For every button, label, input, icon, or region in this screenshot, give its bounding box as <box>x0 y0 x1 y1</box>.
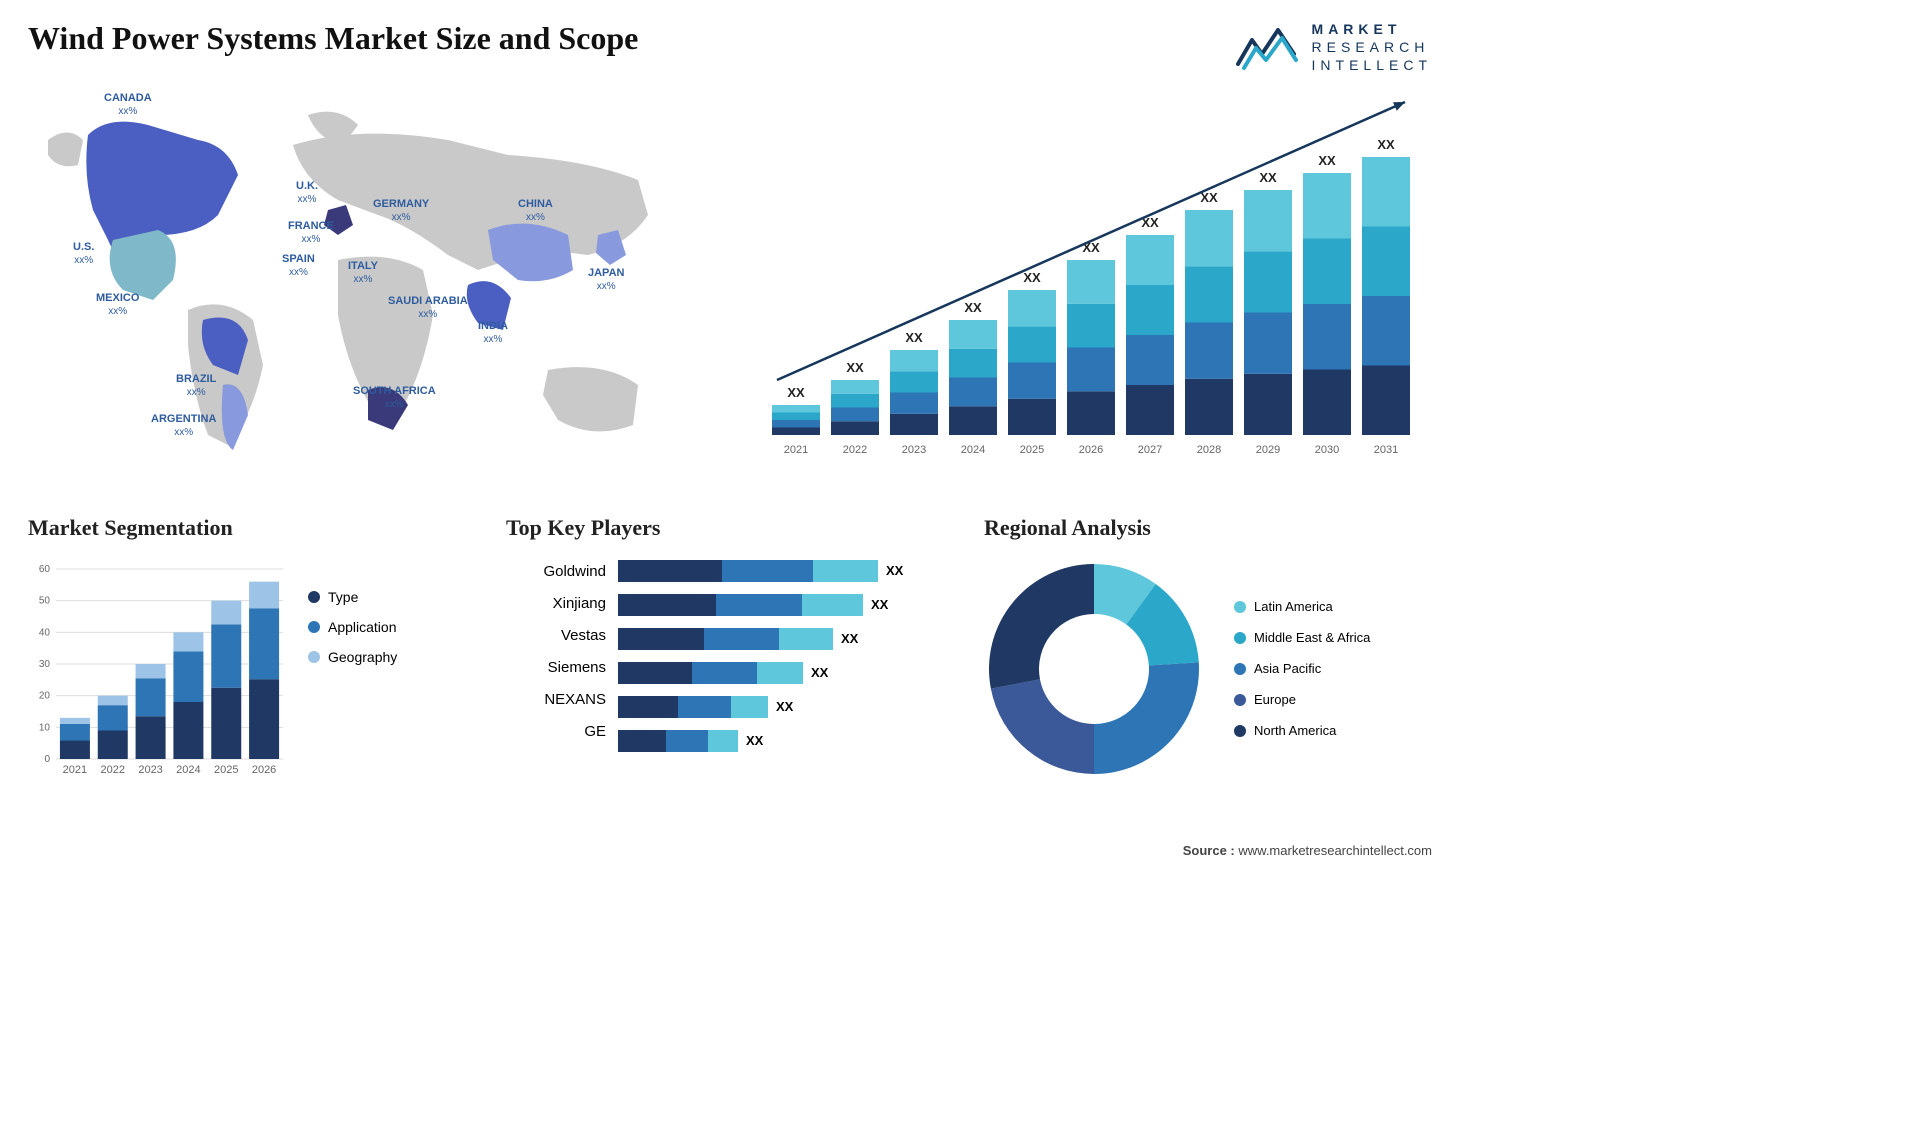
player-bar-row: XX <box>618 559 903 583</box>
svg-text:2023: 2023 <box>138 764 162 776</box>
map-label: MEXICOxx% <box>96 292 139 318</box>
svg-text:2029: 2029 <box>1256 444 1280 456</box>
player-bar-row: XX <box>618 729 903 753</box>
main-chart-svg: XX 2021 XX 2022 XX 2023 XX 2024 XX 2025 XX 2026 XX 20… <box>762 85 1432 485</box>
player-value: XX <box>811 665 828 680</box>
svg-text:2024: 2024 <box>961 444 985 456</box>
world-map: CANADAxx% U.S.xx% MEXICOxx% BRAZILxx% ARGENT… <box>28 85 732 485</box>
svg-text:XX: XX <box>905 330 923 345</box>
svg-text:2025: 2025 <box>1020 444 1044 456</box>
svg-text:2023: 2023 <box>902 444 926 456</box>
svg-text:10: 10 <box>39 722 51 733</box>
map-label: SPAINxx% <box>282 253 315 279</box>
map-label: ARGENTINAxx% <box>151 413 216 439</box>
logo-line2: RESEARCH <box>1312 38 1432 56</box>
map-label: ITALYxx% <box>348 260 378 286</box>
legend-item: Application <box>308 619 397 635</box>
regional-legend: Latin America Middle East & Africa Asia Pa… <box>1234 599 1370 738</box>
brand-logo: MARKET RESEARCH INTELLECT <box>1234 20 1432 75</box>
map-label: SAUDI ARABIAxx% <box>388 295 468 321</box>
map-label: JAPANxx% <box>588 267 624 293</box>
player-label: Goldwind <box>506 563 606 580</box>
player-label: Xinjiang <box>506 595 606 612</box>
legend-item: Latin America <box>1234 599 1370 614</box>
svg-text:30: 30 <box>39 659 51 670</box>
source-label: Source : <box>1183 843 1235 858</box>
player-bar-row: XX <box>618 695 903 719</box>
player-label: GE <box>506 723 606 740</box>
map-label: CHINAxx% <box>518 198 553 224</box>
map-label: U.S.xx% <box>73 241 94 267</box>
players-section: Top Key Players Goldwind Xinjiang Vestas Si… <box>506 515 954 779</box>
svg-text:XX: XX <box>846 360 864 375</box>
page-title: Wind Power Systems Market Size and Scope <box>28 20 638 57</box>
logo-line1: MARKET <box>1312 20 1432 38</box>
svg-text:2024: 2024 <box>176 764 200 776</box>
svg-text:2025: 2025 <box>214 764 238 776</box>
player-value: XX <box>871 597 888 612</box>
svg-text:2021: 2021 <box>784 444 808 456</box>
svg-text:2022: 2022 <box>101 764 125 776</box>
svg-text:2026: 2026 <box>1079 444 1103 456</box>
player-label: Siemens <box>506 659 606 676</box>
regional-section: Regional Analysis Latin America Middle Ea… <box>984 515 1432 779</box>
map-label: FRANCExx% <box>288 220 334 246</box>
svg-text:2021: 2021 <box>63 764 87 776</box>
legend-item: Middle East & Africa <box>1234 630 1370 645</box>
legend-item: Europe <box>1234 692 1370 707</box>
svg-text:XX: XX <box>1318 153 1336 168</box>
legend-item: North America <box>1234 723 1370 738</box>
svg-text:2030: 2030 <box>1315 444 1339 456</box>
svg-text:2026: 2026 <box>252 764 276 776</box>
segmentation-legend: Type Application Geography <box>308 559 397 779</box>
player-value: XX <box>841 631 858 646</box>
player-value: XX <box>886 563 903 578</box>
map-label: INDIAxx% <box>478 320 508 346</box>
svg-text:2027: 2027 <box>1138 444 1162 456</box>
source-url: www.marketresearchintellect.com <box>1238 843 1432 858</box>
svg-text:XX: XX <box>1259 170 1277 185</box>
svg-text:2031: 2031 <box>1374 444 1398 456</box>
svg-text:XX: XX <box>787 385 805 400</box>
segmentation-title: Market Segmentation <box>28 515 476 541</box>
player-bar-row: XX <box>618 593 903 617</box>
svg-text:2028: 2028 <box>1197 444 1221 456</box>
svg-text:20: 20 <box>39 690 51 701</box>
segmentation-chart: 0 10 20 30 40 50 60 2021 2022 2023 2024 2025 2026 <box>28 559 288 779</box>
svg-text:50: 50 <box>39 595 51 606</box>
logo-icon <box>1234 20 1302 74</box>
svg-text:XX: XX <box>1377 137 1395 152</box>
player-value: XX <box>776 699 793 714</box>
legend-item: Geography <box>308 649 397 665</box>
source-attribution: Source : www.marketresearchintellect.com <box>1183 843 1432 858</box>
players-labels: Goldwind Xinjiang Vestas Siemens NEXANS GE <box>506 559 606 753</box>
player-bar-row: XX <box>618 661 903 685</box>
map-label: U.K.xx% <box>296 180 318 206</box>
map-label: GERMANYxx% <box>373 198 429 224</box>
map-label: SOUTH AFRICAxx% <box>353 385 436 411</box>
logo-line3: INTELLECT <box>1312 56 1432 74</box>
players-title: Top Key Players <box>506 515 954 541</box>
main-growth-chart: XX 2021 XX 2022 XX 2023 XX 2024 XX 2025 XX 2026 XX 20… <box>762 85 1432 485</box>
svg-text:XX: XX <box>964 300 982 315</box>
regional-donut <box>984 559 1204 779</box>
svg-text:40: 40 <box>39 627 51 638</box>
player-label: NEXANS <box>506 691 606 708</box>
map-label: BRAZILxx% <box>176 373 216 399</box>
legend-item: Asia Pacific <box>1234 661 1370 676</box>
legend-item: Type <box>308 589 397 605</box>
regional-title: Regional Analysis <box>984 515 1432 541</box>
svg-text:60: 60 <box>39 564 51 575</box>
svg-text:2022: 2022 <box>843 444 867 456</box>
segmentation-section: Market Segmentation 0 10 20 30 40 50 60 2021 202… <box>28 515 476 779</box>
svg-text:XX: XX <box>1023 270 1041 285</box>
player-label: Vestas <box>506 627 606 644</box>
player-value: XX <box>746 733 763 748</box>
map-label: CANADAxx% <box>104 92 152 118</box>
player-bar-row: XX <box>618 627 903 651</box>
svg-text:0: 0 <box>44 754 50 765</box>
players-bars: XX XX XX XX XX XX <box>618 559 903 753</box>
